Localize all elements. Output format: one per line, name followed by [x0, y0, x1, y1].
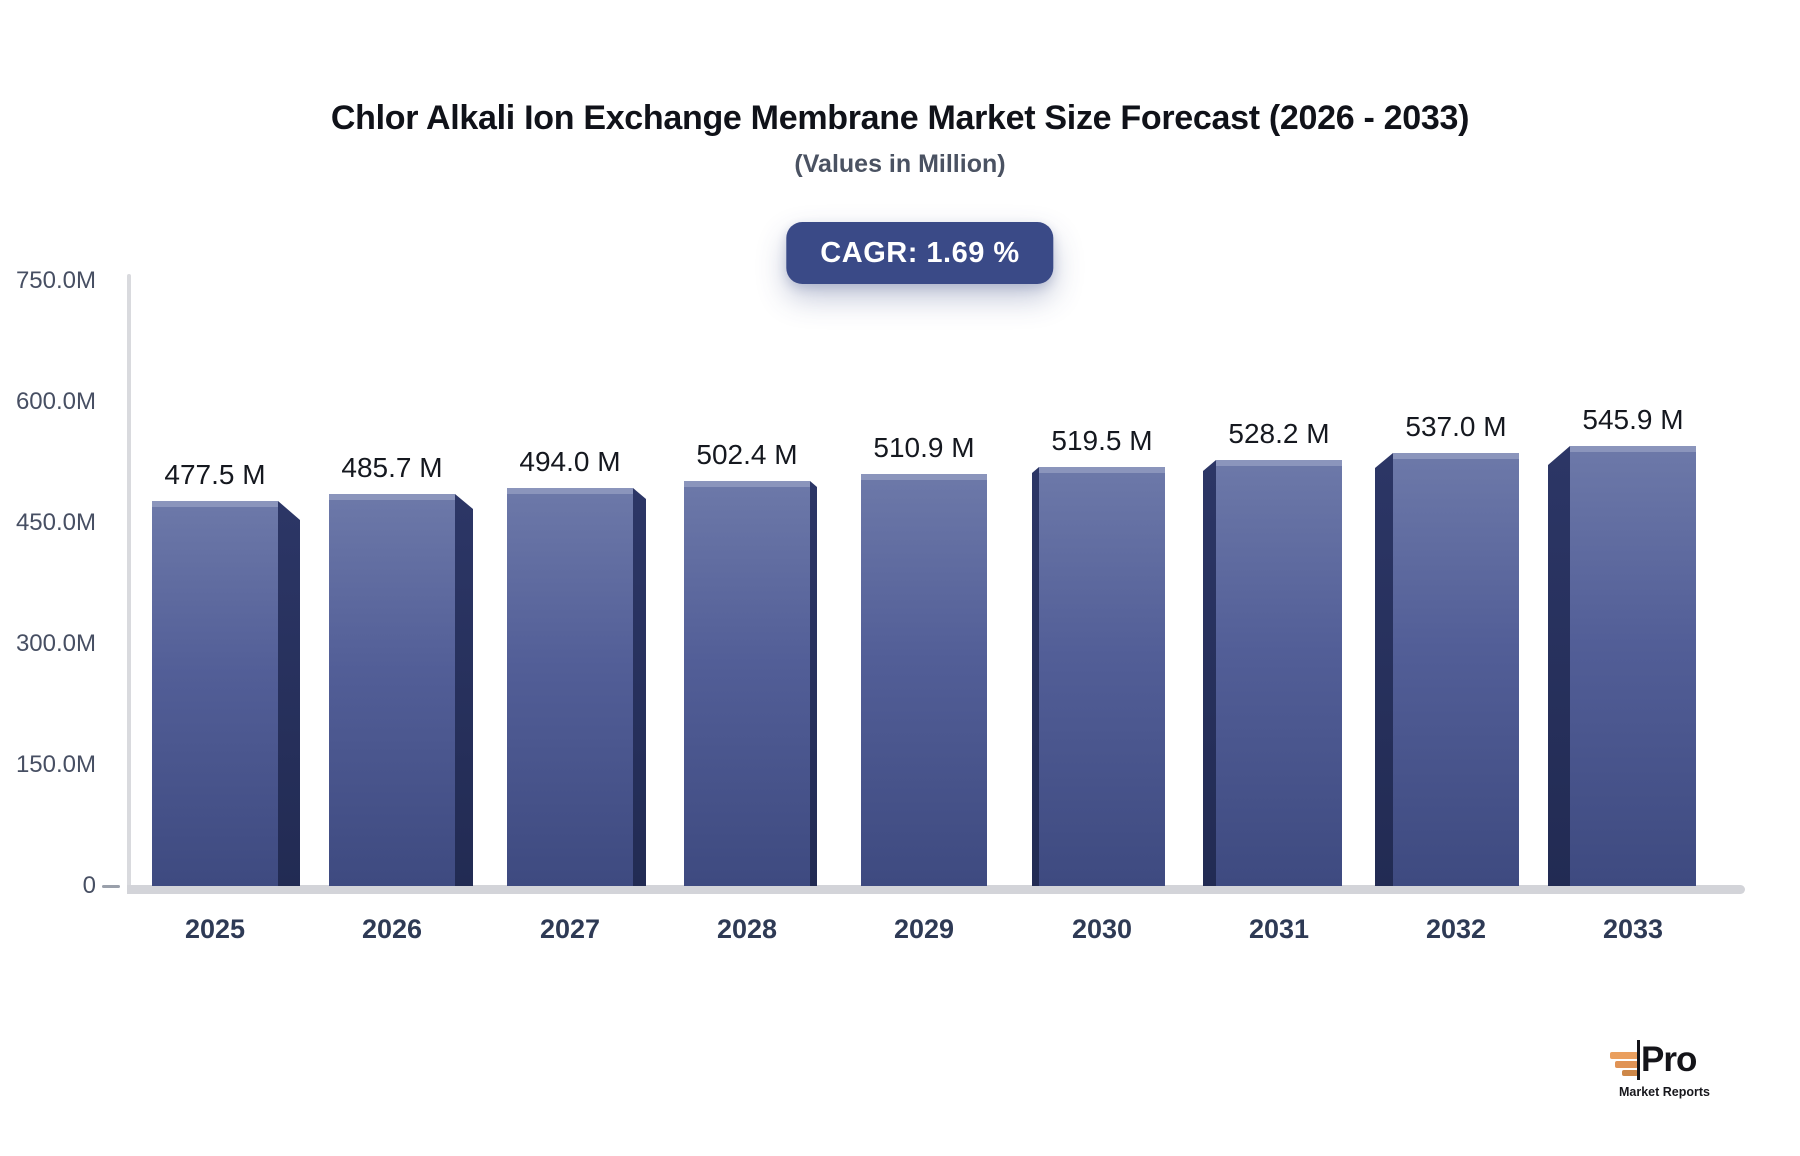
y-axis-line [127, 274, 131, 894]
x-axis-label-2029: 2029 [893, 914, 955, 944]
x-axis-label-2028: 2028 [716, 914, 778, 944]
bar-3d-side-2032 [1375, 453, 1393, 886]
y-tick-label-750.0M: 750.0M [15, 267, 96, 294]
logo-bar-icon [1610, 1052, 1638, 1059]
logo-bar-icon [1622, 1070, 1638, 1076]
bar-value-label-2029: 510.9 M [873, 432, 975, 463]
bar-value-label-2033: 545.9 M [1582, 404, 1684, 435]
bar-2029 [861, 474, 987, 886]
y-tick-zero-dash [102, 885, 120, 888]
bar-3d-side-2028 [810, 481, 817, 886]
bar-2025 [152, 501, 278, 886]
logo-tagline-text: Market Reports [1619, 1085, 1710, 1099]
bar-2032 [1393, 453, 1519, 886]
brand-logo: Pro Market Reports [1606, 1040, 1736, 1108]
bar-2028 [684, 481, 810, 886]
bar-top-highlight [507, 488, 633, 494]
bar-value-label-2026: 485.7 M [341, 452, 443, 483]
y-tick-label-150.0M: 150.0M [15, 751, 96, 778]
bar-top-highlight [684, 481, 810, 487]
bar-value-label-2031: 528.2 M [1228, 418, 1330, 449]
x-axis-label-2033: 2033 [1602, 914, 1664, 944]
bar-top-highlight [329, 494, 455, 500]
x-axis-baseline [127, 885, 1745, 894]
bar-value-label-2028: 502.4 M [696, 439, 798, 470]
logo-bar-icon [1615, 1061, 1638, 1068]
logo-brand-text: Pro [1637, 1040, 1697, 1080]
bar-3d-side-2026 [455, 494, 473, 886]
bar-value-label-2027: 494.0 M [519, 446, 621, 477]
bar-3d-side-2027 [633, 488, 646, 886]
y-tick-label-300.0M: 300.0M [15, 630, 96, 657]
y-tick-label-450.0M: 450.0M [15, 509, 96, 536]
bar-value-label-2025: 477.5 M [164, 459, 266, 490]
x-axis-label-2025: 2025 [184, 914, 246, 944]
bar-top-highlight [1039, 467, 1165, 473]
bar-3d-side-2025 [278, 501, 300, 886]
bar-top-highlight [1216, 460, 1342, 466]
bar-2026 [329, 494, 455, 886]
y-tick-label-0: 0 [82, 872, 96, 899]
bar-value-label-2030: 519.5 M [1051, 425, 1153, 456]
x-axis-label-2030: 2030 [1071, 914, 1133, 944]
bar-top-highlight [152, 501, 278, 507]
chart-subtitle: (Values in Million) [794, 150, 1006, 178]
cagr-badge: CAGR: 1.69 % [786, 222, 1054, 284]
bar-3d-side-2033 [1548, 446, 1570, 886]
y-tick-label-600.0M: 600.0M [15, 388, 96, 415]
x-axis-label-2026: 2026 [361, 914, 423, 944]
bar-2030 [1039, 467, 1165, 886]
bar-2033 [1570, 446, 1696, 886]
bar-value-label-2032: 537.0 M [1405, 411, 1507, 442]
bar-2027 [507, 488, 633, 886]
x-axis-label-2031: 2031 [1248, 914, 1310, 944]
bar-top-highlight [1393, 453, 1519, 459]
chart-title: Chlor Alkali Ion Exchange Membrane Marke… [330, 99, 1470, 137]
bar-3d-side-2031 [1203, 460, 1216, 886]
bar-top-highlight [1570, 446, 1696, 452]
bar-3d-side-2030 [1032, 467, 1039, 886]
bar-2031 [1216, 460, 1342, 886]
x-axis-label-2032: 2032 [1425, 914, 1487, 944]
x-axis-label-2027: 2027 [539, 914, 601, 944]
bar-top-highlight [861, 474, 987, 480]
